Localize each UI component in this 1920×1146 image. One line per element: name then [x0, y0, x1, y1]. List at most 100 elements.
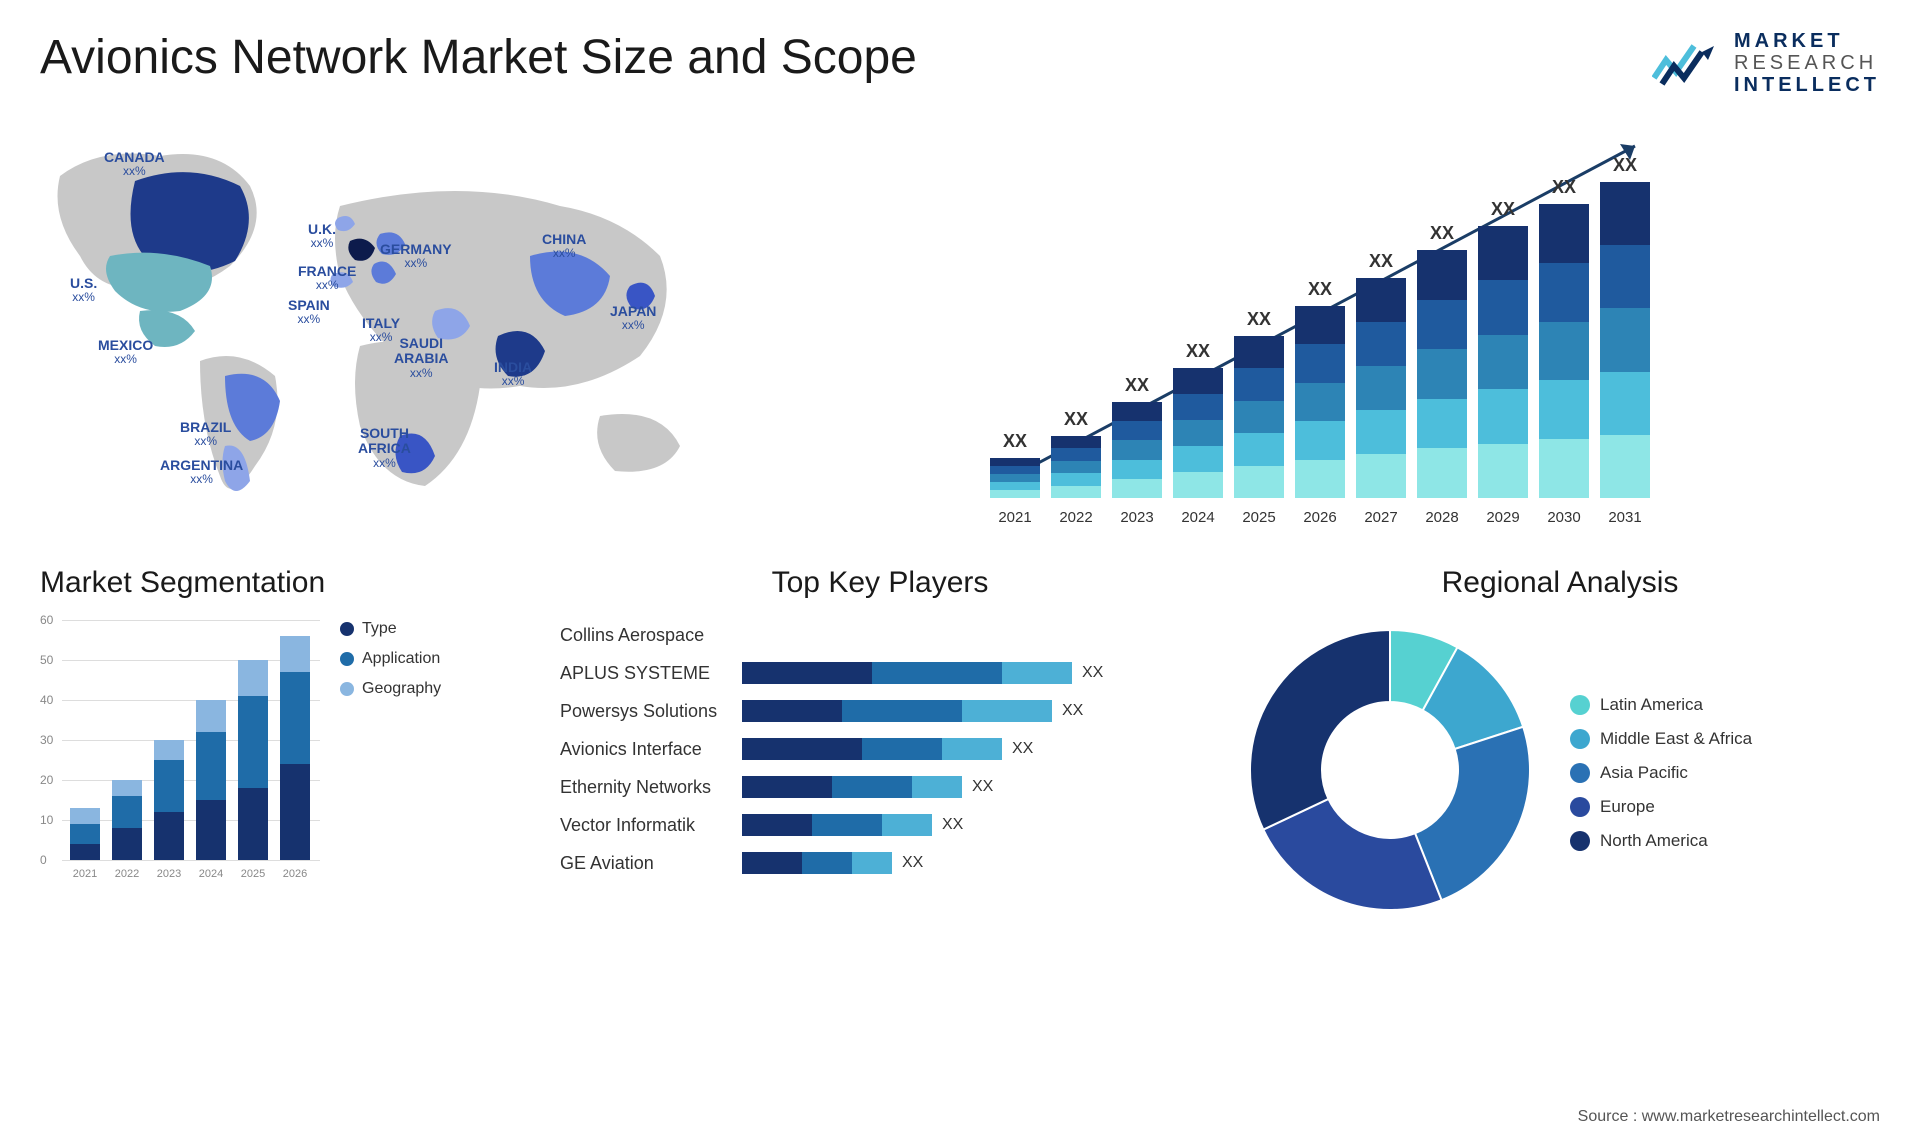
growth-bar-segment: [1234, 466, 1284, 498]
page-title: Avionics Network Market Size and Scope: [40, 30, 917, 85]
player-bar-wrap: XX: [742, 776, 1200, 798]
player-row: Collins Aerospace: [560, 620, 1200, 650]
player-bar: [742, 662, 1072, 684]
seg-year-label: 2021: [68, 868, 102, 880]
regional-legend-item: Asia Pacific: [1570, 763, 1752, 783]
map-label-canada: CANADAxx%: [104, 150, 165, 179]
player-bar-wrap: XX: [742, 814, 1200, 836]
seg-bar-segment: [154, 812, 184, 860]
legend-label: Middle East & Africa: [1600, 729, 1752, 749]
seg-bar: [196, 700, 226, 860]
seg-legend-item: Geography: [340, 680, 441, 698]
player-bar-segment: [1002, 662, 1072, 684]
seg-bar-segment: [154, 740, 184, 760]
player-bar-segment: [852, 852, 892, 874]
player-name: Collins Aerospace: [560, 625, 730, 646]
legend-swatch: [1570, 797, 1590, 817]
regional-legend-item: Europe: [1570, 797, 1752, 817]
player-bar-segment: [832, 776, 912, 798]
header: Avionics Network Market Size and Scope M…: [40, 30, 1880, 96]
player-bar: [742, 738, 1002, 760]
player-bar-segment: [802, 852, 852, 874]
player-value: XX: [942, 816, 963, 834]
player-bar: [742, 776, 962, 798]
seg-bar-segment: [70, 808, 100, 824]
growth-bar-segment: [1112, 402, 1162, 421]
seg-bar-segment: [112, 828, 142, 860]
growth-year-label: 2022: [1051, 509, 1101, 526]
seg-bar-segment: [112, 780, 142, 796]
player-bar: [742, 814, 932, 836]
growth-value-label: XX: [1478, 199, 1528, 220]
player-bar-wrap: [742, 624, 1200, 646]
growth-value-label: XX: [1356, 251, 1406, 272]
growth-bar-segment: [1600, 245, 1650, 308]
map-label-germany: GERMANYxx%: [380, 242, 452, 271]
growth-bar-segment: [1600, 308, 1650, 371]
legend-label: Europe: [1600, 797, 1655, 817]
players-section: Top Key Players Collins AerospaceAPLUS S…: [560, 566, 1200, 925]
player-name: Ethernity Networks: [560, 777, 730, 798]
seg-bar-segment: [280, 764, 310, 860]
growth-year-label: 2027: [1356, 509, 1406, 526]
y-tick-label: 10: [40, 813, 53, 827]
growth-bar-segment: [1173, 472, 1223, 498]
player-row: GE AviationXX: [560, 848, 1200, 878]
growth-year-label: 2023: [1112, 509, 1162, 526]
growth-bar-segment: [1417, 448, 1467, 498]
legend-label: Geography: [362, 680, 441, 698]
player-row: Powersys SolutionsXX: [560, 696, 1200, 726]
player-bar-segment: [862, 738, 942, 760]
player-bar-segment: [912, 776, 962, 798]
growth-bar-segment: [1234, 401, 1284, 433]
growth-value-label: XX: [1234, 309, 1284, 330]
player-name: Avionics Interface: [560, 739, 730, 760]
player-bar-segment: [742, 776, 832, 798]
logo-text: MARKET RESEARCH INTELLECT: [1734, 30, 1880, 96]
growth-bar-segment: [1234, 336, 1284, 368]
player-row: Avionics InterfaceXX: [560, 734, 1200, 764]
map-label-brazil: BRAZILxx%: [180, 420, 231, 449]
regional-title: Regional Analysis: [1240, 566, 1880, 600]
segmentation-chart: 0102030405060202120222023202420252026 Ty…: [40, 620, 520, 880]
growth-bar-segment: [1417, 349, 1467, 399]
growth-bar-segment: [1356, 322, 1406, 366]
player-bar-segment: [812, 814, 882, 836]
player-value: XX: [1062, 702, 1083, 720]
growth-bar-segment: [1234, 368, 1284, 400]
player-value: XX: [902, 854, 923, 872]
players-rows: Collins AerospaceAPLUS SYSTEMEXXPowersys…: [560, 620, 1200, 878]
player-value: XX: [972, 778, 993, 796]
growth-year-label: 2030: [1539, 509, 1589, 526]
seg-bar-segment: [196, 700, 226, 732]
growth-year-label: 2031: [1600, 509, 1650, 526]
player-bar-segment: [882, 814, 932, 836]
donut-chart: [1240, 620, 1540, 925]
growth-bar-segment: [1051, 473, 1101, 485]
growth-bar-segment: [1417, 250, 1467, 300]
grid-line: [62, 620, 320, 621]
player-row: Ethernity Networks XX: [560, 772, 1200, 802]
legend-swatch: [340, 682, 354, 696]
growth-value-label: XX: [1417, 223, 1467, 244]
player-bar-wrap: XX: [742, 852, 1200, 874]
legend-swatch: [1570, 695, 1590, 715]
growth-value-label: XX: [1112, 375, 1162, 396]
growth-bar: [1539, 204, 1589, 498]
growth-bar-segment: [1600, 182, 1650, 245]
seg-year-label: 2023: [152, 868, 186, 880]
growth-bar-segment: [990, 466, 1040, 474]
seg-bar: [70, 808, 100, 860]
growth-bar-segment: [1295, 460, 1345, 498]
growth-bar-segment: [1539, 322, 1589, 381]
seg-bar-segment: [112, 796, 142, 828]
growth-bar-segment: [1356, 454, 1406, 498]
y-tick-label: 30: [40, 733, 53, 747]
growth-chart: 2021XX2022XX2023XX2024XX2025XX2026XX2027…: [980, 126, 1880, 526]
map-label-mexico: MEXICOxx%: [98, 338, 153, 367]
seg-year-label: 2025: [236, 868, 270, 880]
logo-icon: [1652, 38, 1722, 88]
growth-bar-segment: [1295, 306, 1345, 344]
player-bar-wrap: XX: [742, 700, 1200, 722]
map-label-south-africa: SOUTHAFRICAxx%: [358, 426, 411, 470]
